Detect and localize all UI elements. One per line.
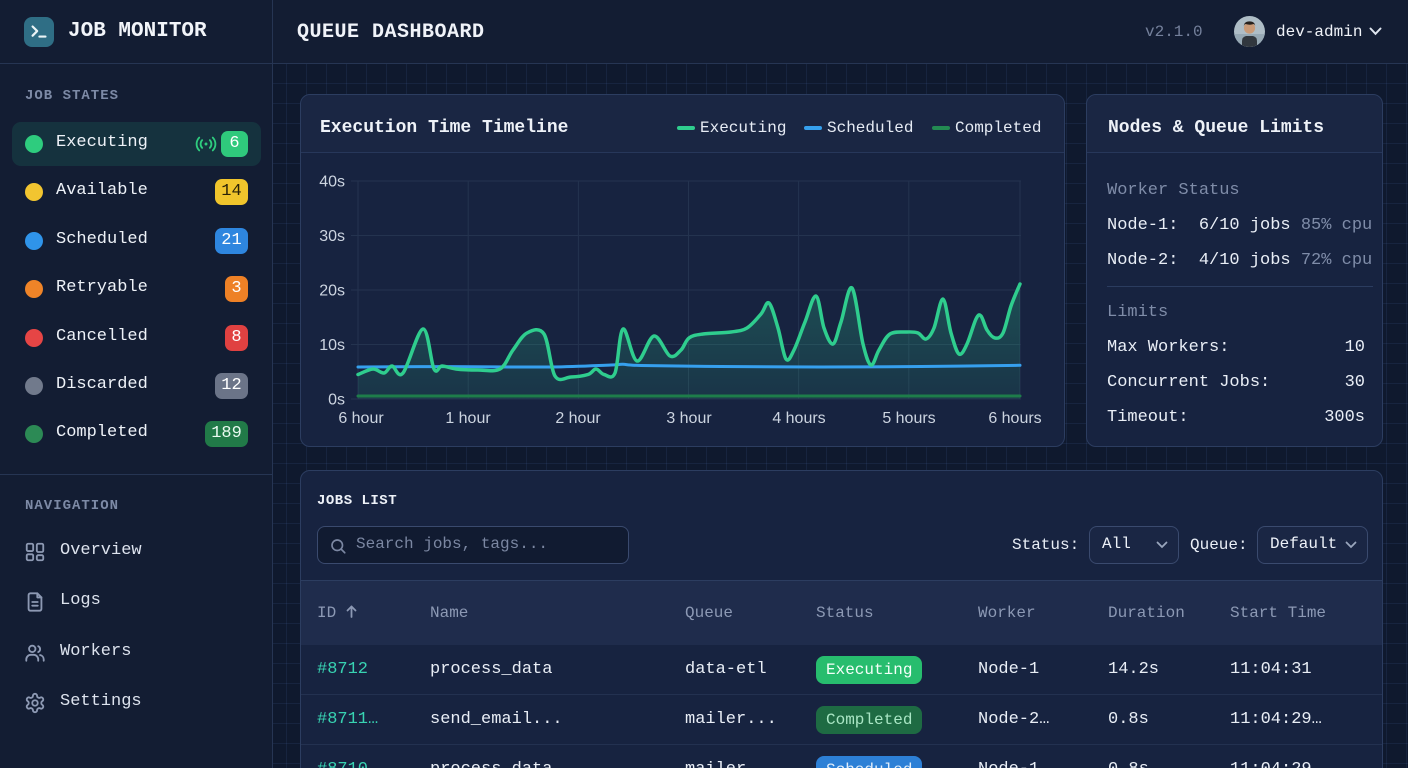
- svg-text:5 hours: 5 hours: [882, 410, 935, 427]
- svg-text:0s: 0s: [328, 392, 345, 409]
- svg-text:3 hour: 3 hour: [666, 410, 712, 427]
- svg-text:30s: 30s: [319, 228, 345, 245]
- svg-text:10s: 10s: [319, 337, 345, 354]
- svg-text:20s: 20s: [319, 283, 345, 300]
- svg-text:2 hour: 2 hour: [555, 410, 601, 427]
- svg-text:6 hour: 6 hour: [338, 410, 384, 427]
- svg-text:1 hour: 1 hour: [445, 410, 491, 427]
- svg-text:4 hours: 4 hours: [772, 410, 825, 427]
- svg-text:6 hours: 6 hours: [988, 410, 1041, 427]
- svg-text:40s: 40s: [319, 174, 345, 191]
